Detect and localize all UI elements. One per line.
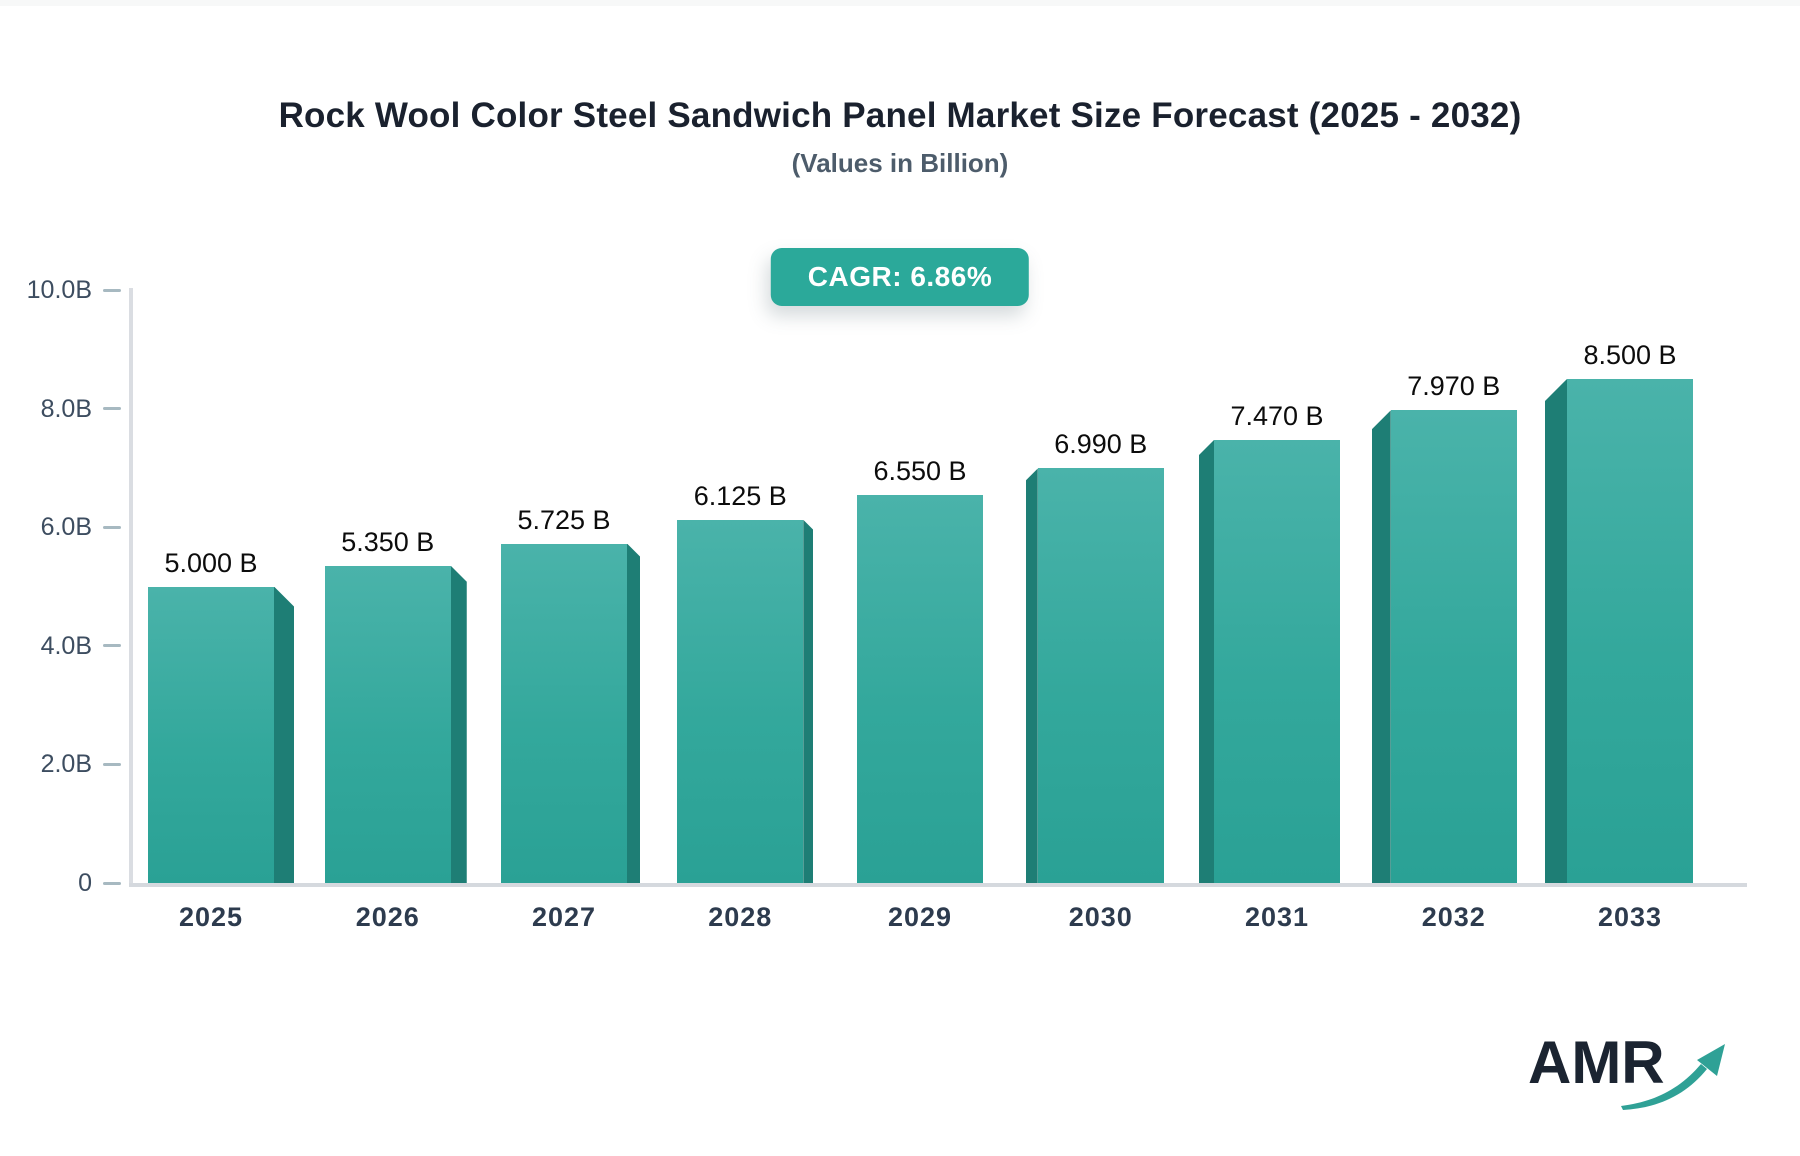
x-axis-line [129, 883, 1747, 887]
bar-value-label: 7.970 B [1407, 371, 1501, 402]
x-axis-label: 2028 [708, 902, 773, 932]
bar-side-3d [274, 586, 294, 883]
bar-face[interactable] [324, 565, 451, 883]
bar-2028[interactable] [677, 519, 814, 883]
bar-face[interactable] [1390, 410, 1517, 883]
x-axis-label: 2025 [178, 902, 244, 932]
bar-face[interactable] [148, 586, 274, 883]
bar-2030[interactable] [1025, 468, 1164, 883]
bar-2033[interactable] [1545, 378, 1693, 883]
chart-title: Rock Wool Color Steel Sandwich Panel Mar… [278, 96, 1522, 135]
y-tick-label: 0 [78, 869, 92, 897]
bar-2026[interactable] [324, 565, 467, 883]
y-tick-label: 6.0B [40, 513, 92, 542]
top-edge-strip [0, 0, 1800, 6]
bar-face[interactable] [1214, 440, 1340, 883]
cagr-badge: CAGR: 6.86% [770, 248, 1030, 306]
bar-2027[interactable] [501, 543, 640, 883]
y-tick-mark [103, 644, 121, 648]
amr-logo-text: AMR [1528, 1029, 1665, 1096]
x-axis-label: 2031 [1244, 902, 1310, 932]
bar-value-label: 5.000 B [164, 547, 258, 578]
y-tick-mark [103, 407, 121, 411]
bar-value-label: 6.990 B [1054, 429, 1148, 460]
bar-side-3d [1025, 468, 1038, 883]
bar-face[interactable] [1567, 378, 1693, 883]
amr-logo: AMR [1528, 1028, 1725, 1110]
bar-2025[interactable] [148, 586, 294, 883]
bar-2032[interactable] [1371, 410, 1517, 883]
bar-value-label: 6.550 B [873, 455, 967, 486]
bar-value-label: 5.725 B [517, 504, 611, 535]
y-tick-label: 2.0B [40, 750, 92, 779]
bar-2031[interactable] [1199, 440, 1340, 883]
bar-2029[interactable] [857, 494, 983, 883]
bar-value-label: 7.470 B [1230, 401, 1324, 432]
bar-side-3d [627, 543, 640, 883]
y-tick-label: 8.0B [40, 394, 92, 423]
x-axis-label: 2026 [355, 902, 420, 932]
y-tick-mark [103, 762, 121, 766]
bar-side-3d [450, 565, 467, 883]
x-axis-label: 2027 [531, 902, 597, 932]
y-tick-mark [103, 881, 121, 885]
y-axis-line [129, 288, 133, 887]
growth-arrow-icon [1621, 1044, 1725, 1110]
x-axis-label: 2030 [1068, 902, 1133, 932]
bar-side-3d [803, 519, 814, 883]
chart-subtitle: (Values in Billion) [791, 148, 1009, 178]
bar-value-label: 8.500 B [1583, 339, 1677, 370]
bar-value-label: 6.125 B [693, 480, 787, 511]
bar-face[interactable] [1037, 468, 1164, 883]
y-tick-mark [103, 525, 121, 529]
y-tick-label: 10.0B [26, 276, 92, 304]
bar-face[interactable] [857, 494, 983, 883]
bar-side-3d [1199, 440, 1214, 883]
y-tick-mark [103, 288, 121, 292]
bar-side-3d [1545, 378, 1567, 883]
bar-value-label: 5.350 B [341, 526, 435, 557]
x-axis-label: 2029 [887, 902, 953, 932]
y-tick-label: 4.0B [40, 631, 92, 660]
x-axis-label: 2032 [1421, 902, 1486, 932]
bar-face[interactable] [501, 543, 627, 883]
bar-face[interactable] [677, 519, 804, 883]
bar-side-3d [1371, 410, 1391, 883]
x-axis-label: 2033 [1597, 902, 1663, 932]
